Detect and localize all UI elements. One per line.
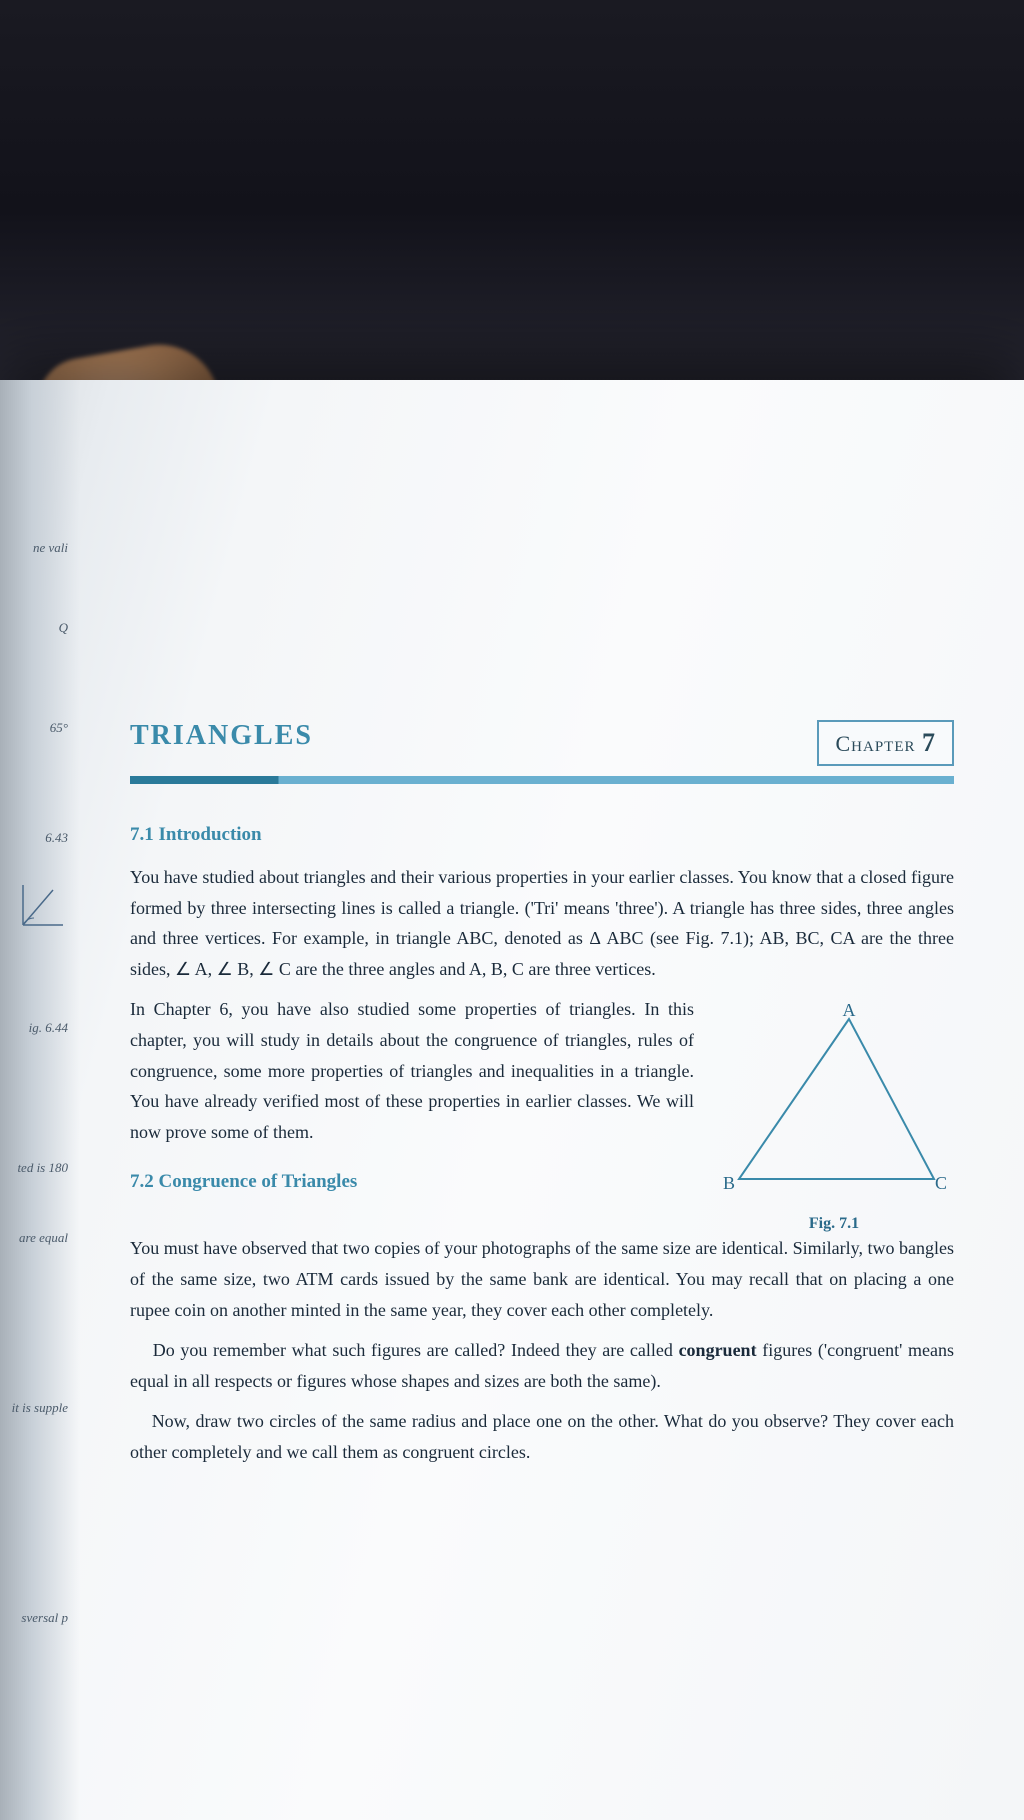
margin-text: it is supple	[8, 1400, 68, 1416]
vertex-b-label: B	[723, 1173, 735, 1193]
title-underline-bar	[130, 776, 954, 784]
chapter-word: Chapter	[835, 731, 915, 756]
margin-text: ne vali	[8, 540, 68, 556]
bold-congruent: congruent	[679, 1340, 757, 1360]
text-figure-row: In Chapter 6, you have also studied some…	[130, 994, 954, 1233]
chapter-label-box: Chapter 7	[817, 720, 954, 766]
margin-text: are equal	[8, 1230, 68, 1246]
textbook-page: ne vali Q 65° 6.43 ig. 6.44 ted is 180 a…	[0, 380, 1024, 1820]
figure-caption: Fig. 7.1	[714, 1215, 954, 1233]
figure-7-1: A B C Fig. 7.1	[714, 1004, 954, 1233]
intro-paragraph-1: You have studied about triangles and the…	[130, 862, 954, 984]
congruence-paragraph-1: You must have observed that two copies o…	[130, 1233, 954, 1325]
congruence-paragraph-2: Do you remember what such figures are ca…	[130, 1335, 954, 1396]
congruence-paragraph-3: Now, draw two circles of the same radius…	[130, 1406, 954, 1467]
margin-text: 6.43	[8, 830, 68, 846]
previous-page-bleed: ne vali Q 65° 6.43 ig. 6.44 ted is 180 a…	[8, 380, 78, 1820]
section-heading-congruence: 7.2 Congruence of Triangles	[130, 1171, 694, 1193]
margin-angle-figure	[18, 880, 68, 930]
intro-paragraph-2: In Chapter 6, you have also studied some…	[130, 994, 694, 1147]
text-run: Now, draw two circles of the same radius…	[130, 1411, 954, 1462]
vertex-c-label: C	[935, 1173, 947, 1193]
margin-text: Q	[8, 620, 68, 636]
text-run: Do you remember what such figures are ca…	[153, 1340, 679, 1360]
margin-text: 65°	[8, 720, 68, 736]
triangle-abc-diagram: A B C	[719, 1004, 949, 1204]
page-content: Chapter 7 TRIANGLES 7.1 Introduction You…	[130, 720, 954, 1468]
chapter-number: 7	[922, 728, 936, 757]
margin-text: sversal p	[8, 1610, 68, 1626]
vertex-a-label: A	[843, 1004, 856, 1020]
margin-text: ig. 6.44	[8, 1020, 68, 1036]
margin-text: ted is 180	[8, 1160, 68, 1176]
section-heading-intro: 7.1 Introduction	[130, 824, 954, 846]
